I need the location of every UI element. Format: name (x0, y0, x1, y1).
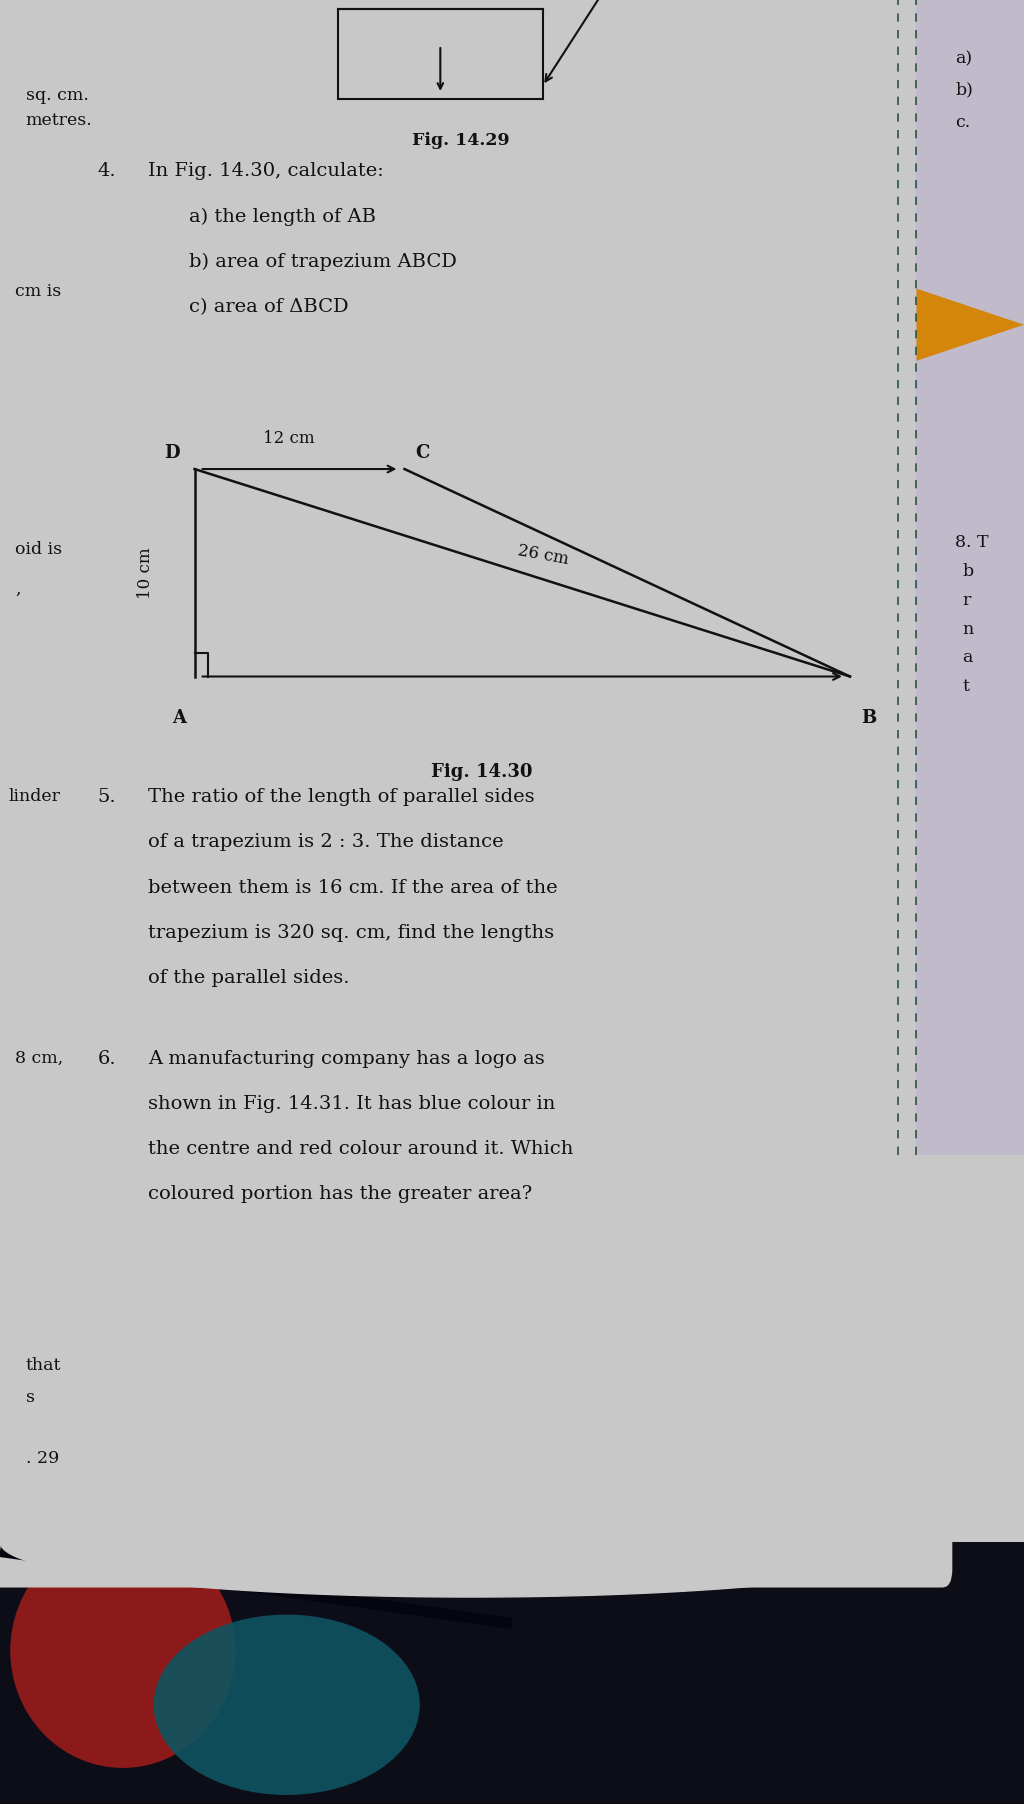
Text: n: n (963, 621, 974, 637)
Text: 6.: 6. (97, 1050, 116, 1068)
Text: The ratio of the length of parallel sides: The ratio of the length of parallel side… (148, 788, 536, 806)
Text: 10 cm: 10 cm (137, 547, 154, 599)
Text: c) area of ΔBCD: c) area of ΔBCD (189, 298, 349, 316)
Text: linder: linder (8, 788, 60, 805)
Text: shown in Fig. 14.31. It has blue colour in: shown in Fig. 14.31. It has blue colour … (148, 1095, 556, 1113)
Text: trapezium is 320 sq. cm, find the lengths: trapezium is 320 sq. cm, find the length… (148, 924, 555, 942)
FancyBboxPatch shape (0, 1461, 952, 1588)
Text: that: that (26, 1357, 61, 1373)
Text: A: A (172, 709, 186, 727)
Text: 5.: 5. (97, 788, 116, 806)
Bar (916, 0, 1024, 1155)
Text: r: r (963, 592, 971, 608)
Text: coloured portion has the greater area?: coloured portion has the greater area? (148, 1185, 532, 1203)
Text: Fig. 14.30: Fig. 14.30 (430, 763, 532, 781)
Text: a) the length of AB: a) the length of AB (189, 207, 377, 226)
Text: a: a (963, 649, 973, 666)
Ellipse shape (10, 1533, 236, 1768)
Polygon shape (916, 289, 1024, 361)
Ellipse shape (154, 1615, 420, 1795)
Text: oid is: oid is (15, 541, 62, 557)
Text: b) area of trapezium ABCD: b) area of trapezium ABCD (189, 253, 458, 271)
Text: D: D (164, 444, 180, 462)
Text: of the parallel sides.: of the parallel sides. (148, 969, 350, 987)
Text: B: B (861, 709, 876, 727)
Text: ,: , (15, 581, 20, 597)
Text: sq. cm.: sq. cm. (26, 87, 88, 103)
Text: A manufacturing company has a logo as: A manufacturing company has a logo as (148, 1050, 545, 1068)
Text: 26 cm: 26 cm (516, 541, 569, 568)
Text: c.: c. (955, 114, 971, 130)
Text: t: t (963, 678, 970, 695)
Text: 4.: 4. (97, 162, 116, 180)
Text: cm is: cm is (15, 283, 61, 299)
Text: In Fig. 14.30, calculate:: In Fig. 14.30, calculate: (148, 162, 384, 180)
Text: 8. T: 8. T (955, 534, 989, 550)
Text: metres.: metres. (26, 112, 92, 128)
Bar (338, 9, 543, 99)
Text: 8 cm,: 8 cm, (15, 1050, 63, 1066)
Text: C: C (416, 444, 430, 462)
Text: the centre and red colour around it. Which: the centre and red colour around it. Whi… (148, 1140, 573, 1158)
Text: s: s (26, 1389, 35, 1405)
Text: b: b (963, 563, 974, 579)
Text: 12 cm: 12 cm (263, 431, 315, 447)
Bar (0, 1542, 1024, 1804)
Text: of a trapezium is 2 : 3. The distance: of a trapezium is 2 : 3. The distance (148, 833, 504, 851)
Text: b): b) (955, 81, 973, 97)
Text: . 29: . 29 (26, 1450, 58, 1467)
Text: between them is 16 cm. If the area of the: between them is 16 cm. If the area of th… (148, 879, 558, 897)
Text: Fig. 14.29: Fig. 14.29 (412, 132, 510, 148)
Text: a): a) (955, 51, 973, 67)
